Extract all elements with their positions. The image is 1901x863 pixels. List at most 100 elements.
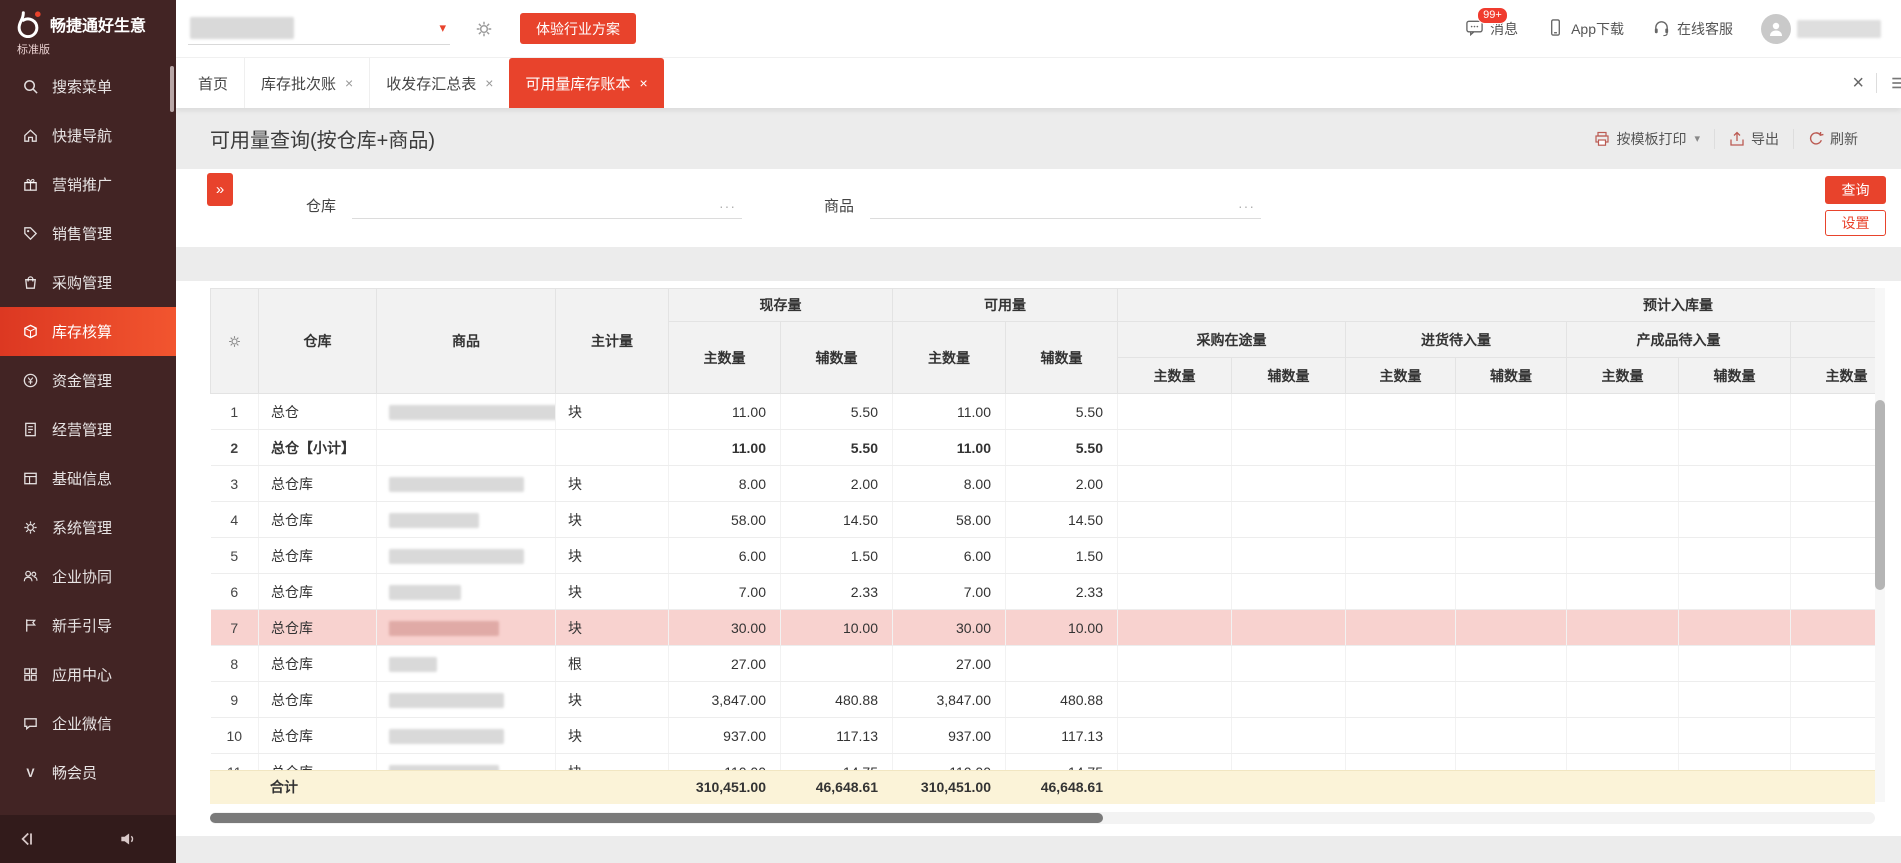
sidebar-item-search[interactable]: 搜索菜单 [0,62,176,111]
subgroup-header: 进货待入量 [1345,321,1567,358]
experience-solution-button[interactable]: 体验行业方案 [520,13,636,44]
close-all-tabs-icon[interactable]: × [1852,72,1864,94]
vertical-scrollbar[interactable] [1875,288,1885,802]
table-row[interactable]: 3 总仓库块 8.00 2.00 8.00 2.00 [210,465,1875,502]
cell-empty [1117,753,1232,770]
cell-empty [1678,501,1791,538]
cell-unit: 块 [555,393,669,430]
sidebar-item-box[interactable]: 库存核算 [0,307,176,356]
table-row[interactable]: 7 总仓库块 30.00 10.00 30.00 10.00 [210,609,1875,646]
group-header-current-stock: 现存量 [668,288,893,322]
sidebar-item-chat[interactable]: 企业微信 [0,699,176,748]
refresh-button[interactable]: 刷新 [1793,128,1872,149]
sidebar-item-vip[interactable]: V 畅会员 [0,748,176,797]
column-config-gear-icon[interactable] [227,334,242,349]
tab-2[interactable]: 收发存汇总表 × [369,58,509,108]
workspace-select[interactable]: ▾ [188,13,450,45]
table-row[interactable]: 9 总仓库块 3,847.00 480.88 3,847.00 480.88 [210,681,1875,718]
tab-1[interactable]: 库存批次账 × [244,58,369,108]
cell-qty: 2.33 [1005,573,1118,610]
app-download-item[interactable]: App下载 [1546,18,1624,40]
tab-3[interactable]: 可用量库存账本 × [509,58,664,108]
tab-close-icon[interactable]: × [485,75,494,91]
message-bubble-icon [1465,18,1484,40]
sidebar-item-table[interactable]: 基础信息 [0,454,176,503]
total-table: 合计 310,451.00 46,648.61 310,451.00 46,648.61 [210,770,1875,804]
cell-empty [1566,645,1679,682]
user-account[interactable] [1761,13,1881,44]
print-by-template-button[interactable]: 按模板打印 ▾ [1580,129,1714,149]
settings-button[interactable]: 设置 [1825,210,1886,236]
warehouse-filter-input[interactable]: ··· [352,185,742,219]
tab-0[interactable]: 首页 [182,58,244,108]
sidebar-menu: 搜索菜单 快捷导航 营销推广 销售管理 采购管理 库存核算 资金管理 经营管理 … [0,62,176,815]
subgroup-header: 产成品待入量 [1566,321,1791,358]
table-row[interactable]: 1 总仓块 11.00 5.50 11.00 5.50 [210,393,1875,430]
table-row[interactable]: 6 总仓库块 7.00 2.33 7.00 2.33 [210,573,1875,610]
sidebar-item-doc[interactable]: 经营管理 [0,405,176,454]
table-row[interactable]: 4 总仓库块 58.00 14.50 58.00 14.50 [210,501,1875,538]
cell-product [376,393,556,430]
cell-empty [1790,429,1875,466]
horizontal-scrollbar-thumb[interactable] [210,812,1103,823]
cell-empty [1455,645,1567,682]
cell-empty [1345,573,1456,610]
sidebar-item-grid[interactable]: 应用中心 [0,650,176,699]
table-row[interactable]: 5 总仓库块 6.00 1.50 6.00 1.50 [210,537,1875,574]
sidebar-item-people[interactable]: 企业协同 [0,552,176,601]
expand-filter-button[interactable]: » [207,173,233,206]
tab-close-icon[interactable]: × [345,75,354,91]
page-actions: 按模板打印 ▾ 导出 刷新 [1580,128,1872,149]
topbar: ▾ 体验行业方案 消息 99+ App下载 [176,0,1901,58]
sidebar-item-gear[interactable]: 系统管理 [0,503,176,552]
sidebar-item-label: 新手引导 [52,618,113,635]
col-header: 仓库 [258,288,377,394]
messages-item[interactable]: 消息 99+ [1465,6,1518,40]
table-row[interactable]: 2 总仓【小计】 11.00 5.50 11.00 5.50 [210,429,1875,466]
group-header-expected-inbound: 预计入库量 [1116,288,1875,322]
product-filter-input[interactable]: ··· [870,185,1261,219]
qty-header: 主数量 [668,321,781,394]
cell-empty [1566,717,1679,754]
main-area: ▾ 体验行业方案 消息 99+ App下载 [176,0,1901,863]
collapse-sidebar-icon[interactable] [16,829,36,849]
group-header-available: 可用量 [892,288,1118,322]
online-service-item[interactable]: 在线客服 [1652,18,1733,40]
vertical-scrollbar-thumb[interactable] [1875,400,1885,590]
table-row[interactable]: 10 总仓库块 937.00 117.13 937.00 117.13 [210,717,1875,754]
cell-warehouse: 总仓库 [258,609,377,646]
speaker-icon[interactable] [118,829,138,849]
tab-close-icon[interactable]: × [639,75,648,91]
query-button[interactable]: 查询 [1825,176,1886,204]
qty-header: 辅数量 [1678,357,1791,394]
sidebar-item-label: 资金管理 [52,373,113,390]
sidebar-item-bag[interactable]: 采购管理 [0,258,176,307]
qty-header: 主数量 [1566,357,1679,394]
cell-empty [1566,429,1679,466]
table-row[interactable]: 8 总仓库根 27.00 27.00 [210,645,1875,682]
table-panel: 仓库 商品 主计量 现存量 可用量 预计入库量 主数量 辅数量 主数量 辅数量 采购在途量 进货待入量… [176,281,1901,836]
sidebar-item-gift[interactable]: 营销推广 [0,160,176,209]
horizontal-scrollbar[interactable] [210,811,1875,824]
svg-text:V: V [26,766,35,780]
warehouse-picker-icon[interactable]: ··· [719,198,736,214]
sidebar-item-coin[interactable]: 资金管理 [0,356,176,405]
sidebar-item-home[interactable]: 快捷导航 [0,111,176,160]
tab-menu-icon[interactable] [1889,73,1901,93]
export-button[interactable]: 导出 [1714,128,1793,149]
phone-icon [1546,18,1565,40]
sidebar-item-flag[interactable]: 新手引导 [0,601,176,650]
cell-qty: 58.00 [668,501,781,538]
product-picker-icon[interactable]: ··· [1238,198,1255,214]
settings-gear-icon[interactable] [474,19,494,39]
cell-empty [1455,681,1567,718]
cell-qty: 117.13 [780,717,893,754]
flag-icon [22,617,39,634]
sidebar-scrollbar-thumb[interactable] [170,66,174,112]
divider [1876,73,1877,93]
cell-qty: 5.50 [780,429,893,466]
sidebar-item-tag[interactable]: 销售管理 [0,209,176,258]
cell-unit: 块 [555,681,669,718]
